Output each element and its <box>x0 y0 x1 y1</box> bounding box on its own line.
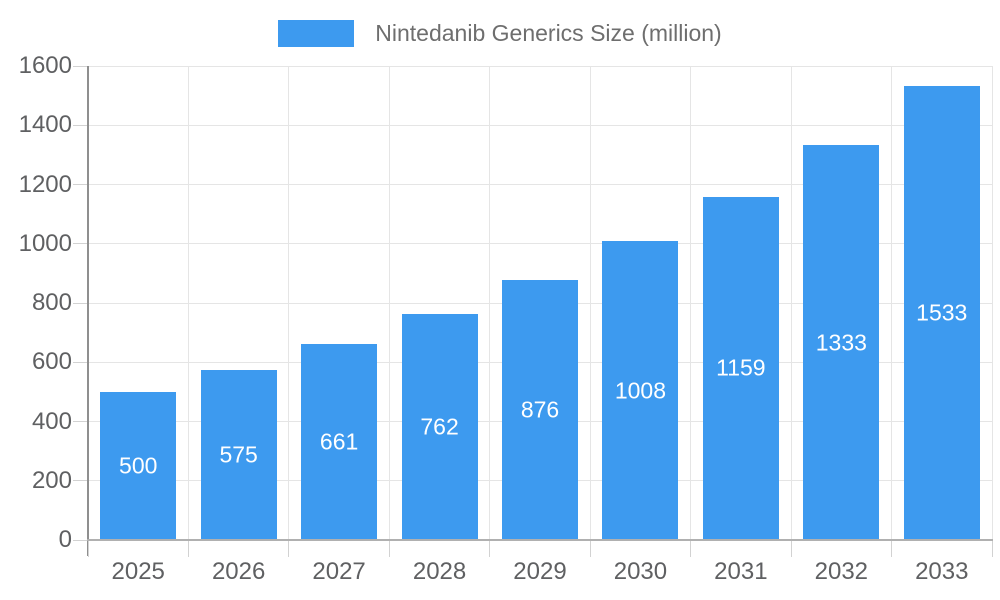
x-axis-tick <box>991 541 993 557</box>
y-axis-tick <box>73 184 87 185</box>
y-axis-label: 1400 <box>18 111 72 139</box>
bar-2026[interactable]: 575 <box>200 369 277 540</box>
bar-2028[interactable]: 762 <box>401 314 478 540</box>
x-axis-tick <box>589 541 591 557</box>
y-axis-label: 1200 <box>18 170 72 198</box>
bar-value-label: 661 <box>319 428 359 455</box>
x-axis-label: 2032 <box>814 558 869 585</box>
bar-2032[interactable]: 1333 <box>803 145 880 540</box>
y-axis-label: 1600 <box>18 52 72 79</box>
v-gridline <box>589 66 591 540</box>
bar-2033[interactable]: 1533 <box>903 85 980 540</box>
v-gridline <box>187 66 189 540</box>
x-axis-label: 2026 <box>211 558 266 585</box>
h-gridline <box>88 124 992 126</box>
y-axis-tick <box>73 65 87 67</box>
bar-value-label: 1333 <box>815 329 867 356</box>
bar-2031[interactable]: 1159 <box>702 196 779 540</box>
x-axis-tick <box>187 541 189 557</box>
y-axis-label: 600 <box>31 348 72 376</box>
x-axis-label: 2029 <box>513 558 567 585</box>
y-axis-tick <box>73 243 87 245</box>
h-gridline <box>88 65 992 67</box>
y-axis-label: 800 <box>31 289 72 316</box>
bar-value-label: 762 <box>420 413 459 440</box>
v-gridline <box>388 66 390 540</box>
chart-legend[interactable]: Nintedanib Generics Size (million) <box>0 14 1000 52</box>
legend-label: Nintedanib Generics Size (million) <box>375 19 722 46</box>
legend-swatch-icon <box>278 19 355 47</box>
x-axis-label: 2028 <box>412 558 467 585</box>
y-axis-line <box>87 66 89 556</box>
x-axis-tick <box>690 541 692 557</box>
x-axis-tick <box>790 541 792 557</box>
bar-value-label: 1159 <box>716 354 766 381</box>
bar-2025[interactable]: 500 <box>100 391 177 540</box>
bar-2030[interactable]: 1008 <box>602 241 679 540</box>
x-axis-tick <box>891 541 893 557</box>
bar-value-label: 500 <box>119 452 158 479</box>
h-gridline <box>88 184 992 185</box>
plot-area: 500 575 661 762 876 1008 1159 1333 1533 <box>88 65 993 540</box>
y-axis-label: 200 <box>31 466 72 494</box>
bar-value-label: 1533 <box>916 299 968 326</box>
bar-value-label: 876 <box>520 396 560 423</box>
y-axis-tick <box>73 539 87 541</box>
y-axis-label: 1000 <box>18 229 72 257</box>
y-axis-tick <box>73 302 87 304</box>
v-gridline <box>790 66 792 540</box>
y-axis-tick <box>73 421 87 422</box>
bar-value-label: 1008 <box>614 377 667 404</box>
y-axis-label: 0 <box>58 526 72 553</box>
bar-2029[interactable]: 876 <box>502 280 578 540</box>
bar-2027[interactable]: 661 <box>301 344 378 540</box>
x-axis-label: 2025 <box>111 558 165 585</box>
x-axis-tick <box>388 541 390 557</box>
x-axis-label: 2027 <box>312 558 366 585</box>
y-axis-tick <box>73 124 87 126</box>
v-gridline <box>690 66 692 540</box>
x-axis-label: 2033 <box>915 558 969 585</box>
x-axis-label: 2031 <box>714 558 768 585</box>
h-gridline <box>88 243 992 245</box>
v-gridline <box>891 66 893 540</box>
x-axis-line <box>87 539 993 541</box>
v-gridline <box>991 66 993 540</box>
y-axis-label: 400 <box>31 407 72 435</box>
v-gridline <box>489 66 491 540</box>
y-axis-tick <box>73 361 87 363</box>
v-gridline <box>288 66 290 540</box>
x-axis-label: 2030 <box>613 558 668 585</box>
x-axis-tick <box>288 541 290 557</box>
x-axis-tick <box>489 541 491 557</box>
x-axis-tick <box>87 541 89 557</box>
y-axis-tick <box>73 480 87 482</box>
bar-value-label: 575 <box>219 441 258 468</box>
